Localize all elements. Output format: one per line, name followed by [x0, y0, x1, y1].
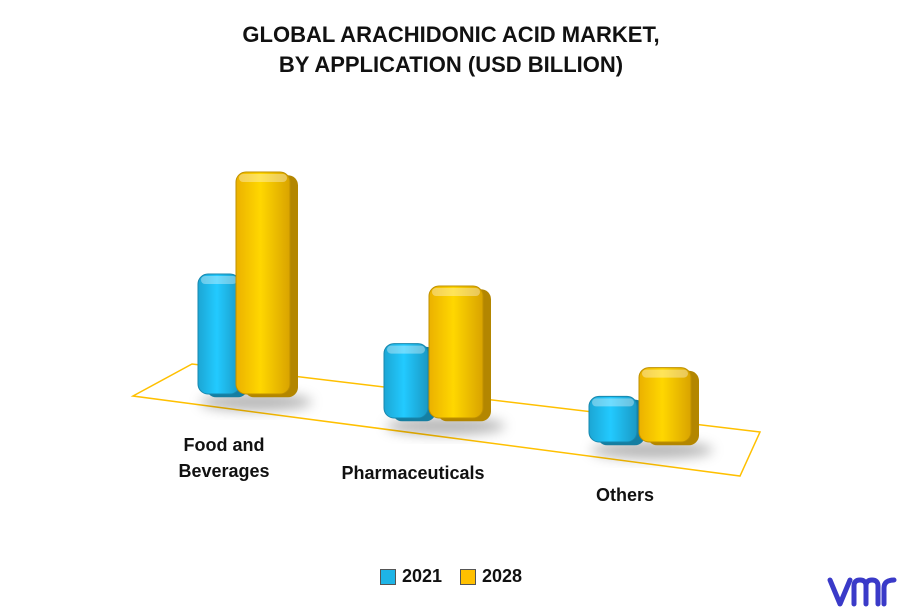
bar-highlight-2028-0	[239, 174, 287, 182]
bar-2021-0	[197, 273, 241, 395]
legend-swatch-2028	[460, 568, 476, 585]
bar-2028-2	[638, 367, 692, 443]
bar-highlight-2021-2	[592, 398, 634, 407]
bar-chart	[130, 171, 762, 477]
legend: 2021 2028	[0, 566, 902, 587]
bar-shadow-2	[591, 441, 713, 459]
bar-2028-0	[235, 171, 291, 395]
chart-title-line-1: GLOBAL ARACHIDONIC ACID MARKET,	[242, 22, 660, 47]
bar-highlight-2028-2	[642, 369, 688, 378]
bar-shadow-1	[386, 417, 505, 435]
legend-label-2021: 2021	[401, 566, 442, 586]
chart-floor	[130, 363, 762, 477]
legend-item-2021: 2021	[379, 566, 442, 587]
category-label-others: Others	[595, 485, 655, 505]
bar-highlight-2021-1	[387, 345, 425, 354]
bar-2021-1	[383, 343, 429, 419]
bar-shadow-0	[200, 393, 312, 411]
bar-highlight-2021-0	[201, 276, 237, 284]
legend-label-2028: 2028	[482, 566, 523, 586]
chart-title: GLOBAL ARACHIDONIC ACID MARKET, BY APPLI…	[0, 20, 902, 80]
chart-title-line-2: BY APPLICATION (USD BILLION)	[278, 52, 624, 77]
bar-2021-2	[588, 395, 638, 443]
category-label-pharmaceuticals: Pharmaceuticals	[341, 463, 485, 483]
legend-item-2028: 2028	[460, 566, 522, 587]
legend-swatch-2021	[379, 568, 396, 585]
category-label-food-and-beverages: Food and Beverages	[178, 435, 270, 481]
bar-highlight-2028-1	[432, 288, 480, 296]
bar-2028-1	[428, 285, 484, 419]
vmr-logo-icon	[827, 577, 897, 607]
